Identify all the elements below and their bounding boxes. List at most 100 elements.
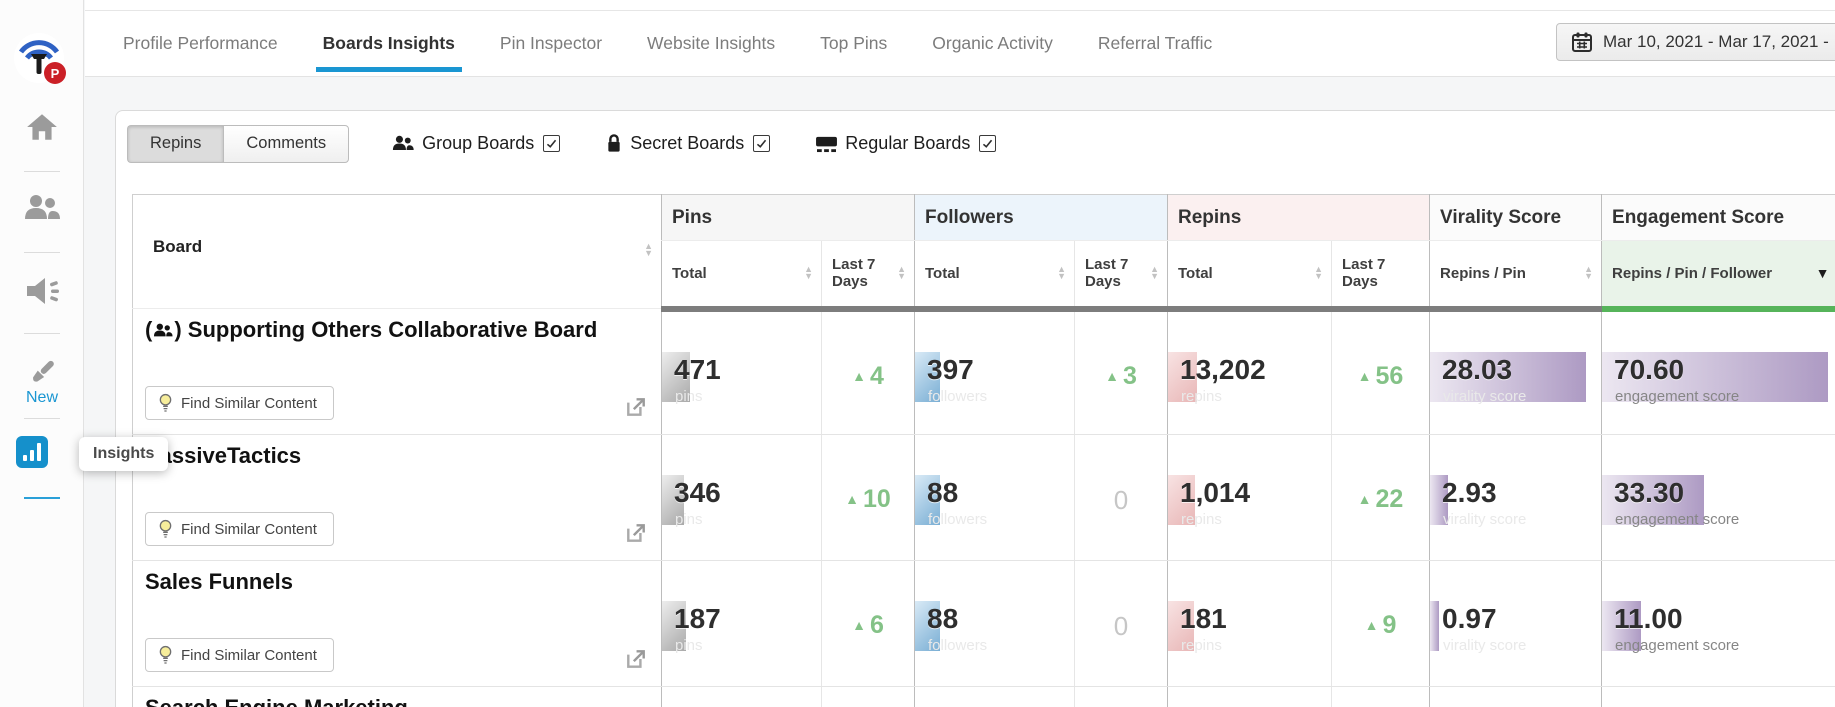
followers-bar [915, 601, 940, 651]
virality-score-cell: 0.97 virality score [1429, 560, 1602, 687]
find-similar-content-button[interactable]: Find Similar Content [145, 386, 334, 420]
group-boards-filter[interactable]: Group Boards [391, 133, 561, 154]
followers-last7-cell: 0 [1074, 434, 1168, 561]
external-link-icon[interactable] [625, 396, 647, 418]
tailwind-pinterest-logo[interactable]: P [13, 32, 69, 88]
tab-pin-inspector[interactable]: Pin Inspector [499, 33, 603, 53]
boards-table: Board ▲ ▼ Pins Followers Repins Virality … [132, 194, 1835, 707]
board-cell: Search Engine Marketing [132, 686, 662, 707]
comments-toggle-button[interactable]: Comments [223, 124, 350, 163]
tab-referral-traffic[interactable]: Referral Traffic [1097, 33, 1213, 53]
up-arrow-icon: ▲ [1364, 617, 1379, 633]
find-similar-content-button[interactable]: Find Similar Content [145, 638, 334, 672]
lightbulb-icon [159, 519, 172, 538]
up-arrow-icon: ▲ [845, 491, 860, 507]
repins-total-cell: 181 repins [1167, 560, 1332, 687]
sidebar-item-create[interactable] [0, 354, 84, 390]
repins-bar [1168, 475, 1195, 525]
tab-boards-insights[interactable]: Boards Insights [315, 11, 463, 76]
repins-toggle-button[interactable]: Repins [127, 124, 224, 163]
insights-tooltip: Insights [79, 437, 169, 471]
pins-total-cell: 187 pins [661, 560, 822, 687]
pins-last7-cell: ▲ 4 [821, 308, 915, 435]
engagement-score-cell: 33.30 engagement score [1601, 434, 1835, 561]
regular-boards-checkbox[interactable] [979, 135, 997, 152]
group-boards-checkbox[interactable] [543, 135, 561, 152]
engagement-score-cell: 11.00 engagement score [1601, 560, 1835, 687]
sidebar-item-insights[interactable] [16, 436, 48, 468]
engagement-bar [1602, 601, 1642, 651]
virality-bar [1430, 475, 1449, 525]
board-icon [815, 134, 838, 153]
sort-icon: ▲ ▼ [897, 264, 906, 282]
virality-group-header: Virality Score [1429, 194, 1602, 241]
external-link-icon[interactable] [625, 522, 647, 544]
top-nav: Profile Performance Boards Insights Pin … [85, 0, 1835, 77]
pins-total-cell: 346 pins [661, 434, 822, 561]
board-title: () Supporting Others Collaborative Board [145, 317, 598, 342]
people-icon [25, 195, 60, 219]
insights-icon [23, 455, 27, 461]
virality-subheader[interactable]: Repins / Pin ▲ ▼ [1429, 240, 1602, 312]
sidebar-divider [24, 171, 60, 172]
followers-total-cell: 88 followers [914, 434, 1075, 561]
repins-group-header: Repins [1166, 194, 1430, 241]
svg-text:P: P [51, 66, 60, 81]
megaphone-icon [27, 278, 59, 304]
board-column-header[interactable]: Board ▲ ▼ [132, 194, 662, 309]
virality-bar [1430, 351, 1587, 402]
secret-boards-label: Secret Boards [630, 133, 745, 153]
lightbulb-icon [159, 645, 172, 664]
followers-last7-header[interactable]: Last 7 Days ▲ ▼ [1074, 240, 1168, 312]
repins-bar [1168, 601, 1194, 651]
repins-total-cell: 13,202 repins [1167, 308, 1332, 435]
group-boards-icon [391, 134, 415, 153]
board-row: Search Engine Marketing [132, 686, 1835, 707]
followers-total-header[interactable]: Total ▲ ▼ [914, 240, 1075, 312]
board-cell: () Supporting Others Collaborative Board… [132, 308, 662, 435]
lock-icon [605, 133, 623, 154]
sort-icon: ▲ ▼ [1150, 264, 1159, 282]
engagement-bar [1602, 475, 1705, 525]
date-range-label: Mar 10, 2021 - Mar 17, 2021 - [1603, 32, 1829, 51]
engagement-subheader[interactable]: Repins / Pin / Follower ▼ [1601, 240, 1835, 312]
board-title: PassiveTactics [145, 443, 302, 468]
find-similar-content-button[interactable]: Find Similar Content [145, 512, 334, 546]
repins-total-cell: 1,014 repins [1167, 434, 1332, 561]
pins-last7-header[interactable]: Last 7 Days ▲ ▼ [821, 240, 915, 312]
sidebar-item-communities[interactable] [0, 192, 84, 224]
table-sub-header-row: Total ▲ ▼ Last 7 Days ▲ ▼ Total ▲ ▼ Last 7 Day… [133, 240, 1835, 312]
followers-bar [915, 351, 940, 402]
repins-last7-cell: ▲ 56 [1330, 308, 1430, 435]
sidebar-item-home[interactable] [0, 110, 84, 144]
board-row: PassiveTactics Find Similar Content 346 … [132, 434, 1835, 561]
regular-boards-filter[interactable]: Regular Boards [815, 133, 997, 154]
followers-total-cell: 397 followers [914, 308, 1075, 435]
tab-top-pins[interactable]: Top Pins [820, 33, 888, 53]
paintbrush-icon [33, 360, 54, 382]
board-title: Search Engine Marketing [145, 695, 600, 707]
sidebar-item-announcements[interactable] [0, 274, 84, 308]
tab-website-insights[interactable]: Website Insights [647, 33, 776, 53]
tab-organic-activity[interactable]: Organic Activity [932, 33, 1053, 53]
external-link-icon[interactable] [625, 648, 647, 670]
secret-boards-filter[interactable]: Secret Boards [605, 133, 771, 154]
sort-desc-icon: ▼ [1815, 265, 1830, 282]
date-range-picker[interactable]: Mar 10, 2021 - Mar 17, 2021 - [1556, 23, 1835, 61]
followers-last7-cell: 0 [1074, 560, 1168, 687]
repins-total-header[interactable]: Total ▲ ▼ [1167, 240, 1332, 312]
sort-icon: ▲ ▼ [804, 264, 813, 282]
sort-icon: ▲ ▼ [1584, 264, 1594, 282]
followers-bar [915, 475, 940, 525]
repins-last7-header[interactable]: Last 7 Days [1330, 240, 1430, 312]
pins-bar [662, 351, 690, 402]
tab-profile-performance[interactable]: Profile Performance [123, 33, 278, 53]
new-badge: New [25, 389, 58, 406]
pins-total-header[interactable]: Total ▲ ▼ [661, 240, 822, 312]
engagement-bar [1602, 351, 1829, 402]
board-row: () Supporting Others Collaborative Board… [132, 308, 1835, 435]
up-arrow-icon: ▲ [1105, 367, 1119, 384]
pins-last7-cell: ▲ 10 [821, 434, 915, 561]
secret-boards-checkbox[interactable] [753, 135, 771, 152]
